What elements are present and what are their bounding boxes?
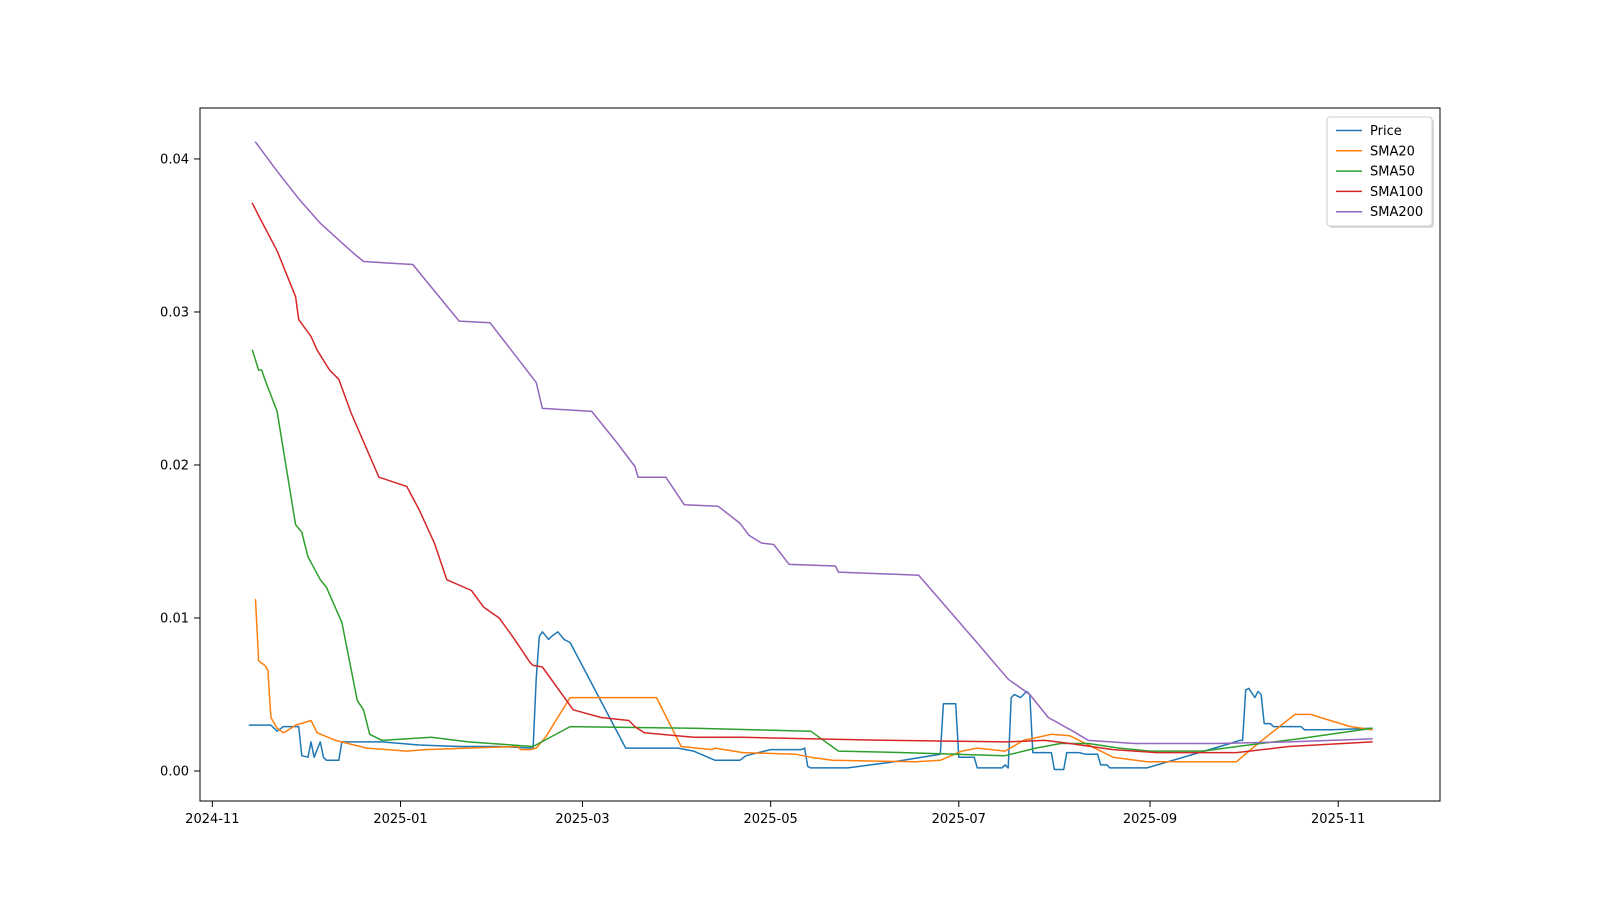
- x-tick-label: 2025-05: [743, 812, 797, 827]
- legend: Price SMA20 SMA50 SMA100 SMA200: [1326, 116, 1434, 228]
- y-tick-label: 0.04: [160, 152, 189, 167]
- legend-entry-price: Price: [1336, 124, 1402, 139]
- series-line-sma200: [254, 141, 1373, 745]
- x-tick-label: 2025-09: [1123, 812, 1177, 827]
- y-tick-label: 0.01: [160, 611, 189, 626]
- legend-box: [1326, 116, 1433, 227]
- x-tick-label: 2025-03: [555, 812, 609, 827]
- axis-ticks: 2024-11 2025-01 2025-03 2025-05 2025-07 2025-…: [160, 152, 1365, 827]
- series-lines: [248, 141, 1373, 771]
- y-tick-label: 0.00: [160, 765, 189, 780]
- axes: [199, 107, 1441, 802]
- legend-label: Price: [1370, 124, 1402, 139]
- series-line-sma100: [251, 202, 1373, 754]
- x-tick-label: 2025-11: [1311, 812, 1365, 827]
- plot-area: [199, 107, 1441, 802]
- legend-entry-sma200: SMA200: [1336, 205, 1423, 220]
- legend-entry-sma20: SMA20: [1336, 144, 1415, 159]
- series-line-sma20: [254, 598, 1373, 763]
- y-tick-label: 0.03: [160, 305, 189, 320]
- series-line-sma50: [251, 349, 1373, 757]
- legend-label: SMA50: [1370, 165, 1415, 180]
- legend-entry-sma100: SMA100: [1336, 185, 1423, 200]
- legend-label: SMA200: [1370, 205, 1423, 220]
- y-tick-label: 0.02: [160, 458, 189, 473]
- x-tick-label: 2025-07: [932, 812, 986, 827]
- legend-label: SMA20: [1370, 144, 1415, 159]
- legend-label: SMA100: [1370, 185, 1423, 200]
- x-tick-label: 2024-11: [185, 812, 239, 827]
- legend-entry-sma50: SMA50: [1336, 165, 1415, 180]
- x-tick-label: 2025-01: [373, 812, 427, 827]
